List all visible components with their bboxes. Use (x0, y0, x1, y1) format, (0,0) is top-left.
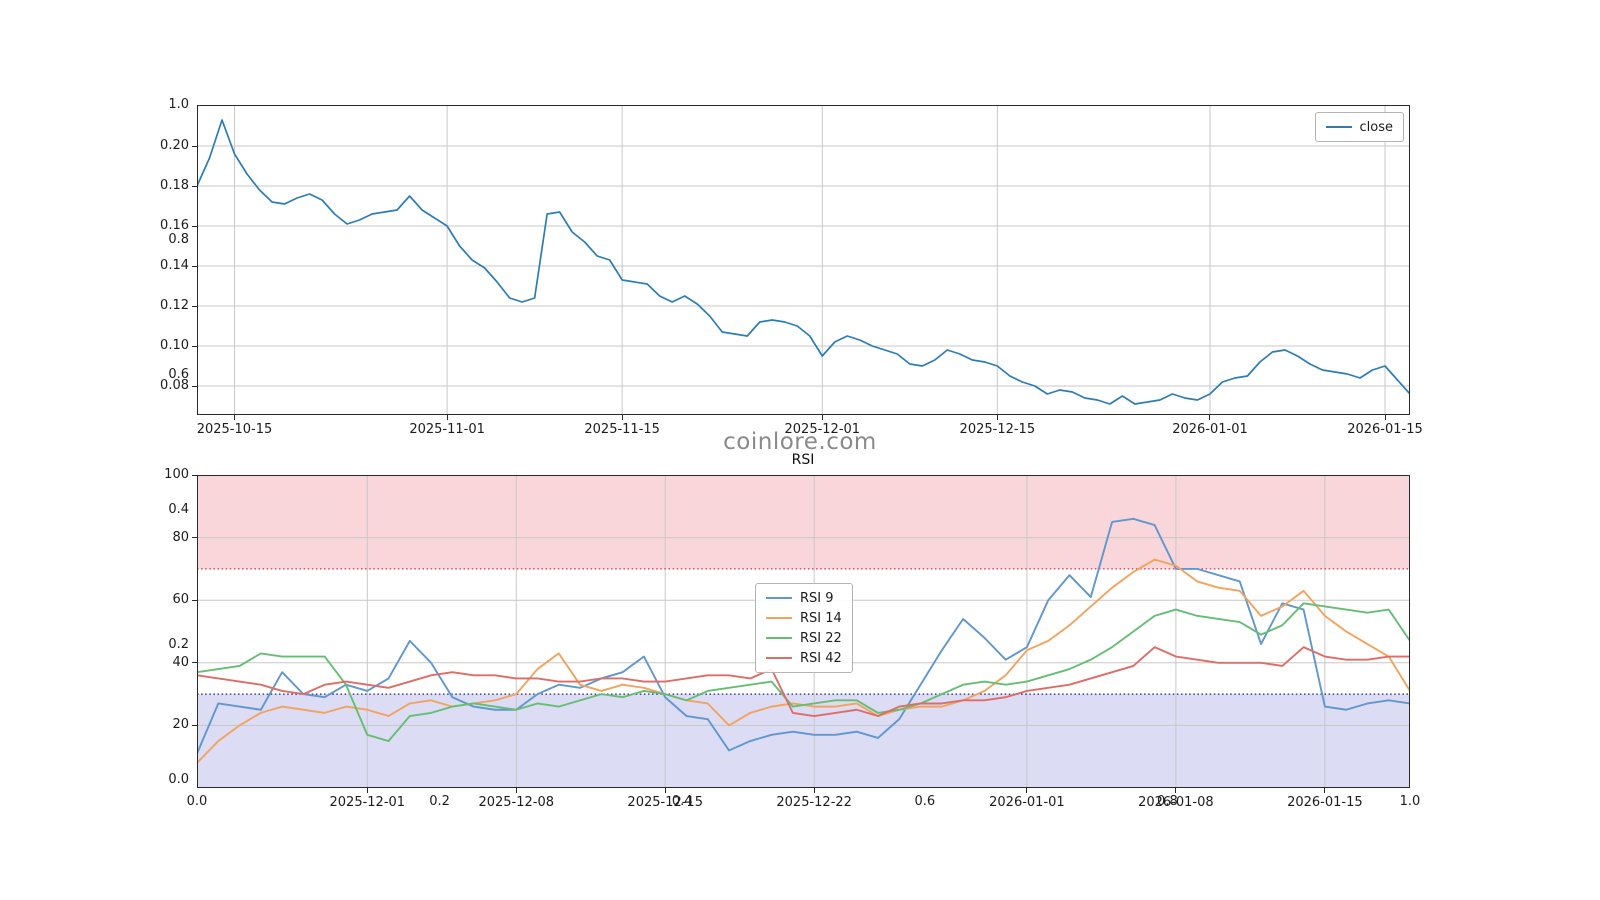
y-tick-label: 0.10 (160, 338, 189, 353)
y-tick-label: 0.16 (160, 218, 189, 233)
x-tick-label: 2025-12-01 (329, 795, 406, 810)
series-line-rsi-42 (197, 646, 1410, 717)
x-tick-label: 2025-12-15 (627, 795, 703, 810)
tick-mark (366, 788, 368, 793)
rsi-title: RSI (791, 452, 815, 468)
tick-mark (192, 145, 197, 147)
x-tick-label: 2025-12-15 (959, 422, 1036, 437)
overlay-y-tick-label: 0.2 (168, 637, 189, 652)
y-tick-label: 0.18 (160, 178, 189, 193)
tick-mark (996, 415, 998, 420)
price-legend: close (1314, 112, 1404, 142)
close-line-sample (1325, 126, 1352, 128)
legend-label: close (1359, 119, 1393, 135)
series-line-rsi-22 (197, 602, 1410, 742)
legend-label: RSI 42 (800, 650, 842, 666)
legend-label: RSI 14 (800, 610, 842, 626)
tick-mark (192, 385, 197, 387)
tick-mark (233, 415, 235, 420)
oversold-band (197, 694, 1410, 788)
axes-spines (197, 475, 1410, 788)
tick-mark (192, 537, 197, 539)
axes-spines (197, 105, 1410, 415)
y-tick-label: 0.12 (160, 298, 189, 313)
watermark: coinlore.com (723, 429, 877, 455)
tick-mark (192, 225, 197, 227)
tick-mark (664, 788, 666, 793)
y-tick-label: 0.14 (160, 258, 189, 273)
rsi42-line-sample (766, 657, 792, 659)
x-tick-label: 2026-01-15 (1347, 422, 1423, 437)
x-tick-label: 2026-01-01 (989, 795, 1065, 810)
rsi22-line-sample (766, 637, 792, 639)
tick-mark (1324, 788, 1326, 793)
panel-price-plot (197, 105, 1410, 415)
tick-mark (192, 599, 197, 601)
price-chart-panel: close (197, 105, 1410, 415)
tick-mark (813, 788, 815, 793)
y-tick-label: 60 (172, 592, 189, 608)
rsi-legend: RSI 9 RSI 14 RSI 22 RSI 42 (755, 583, 853, 673)
series-line-close (197, 119, 1410, 405)
overlay-x-tick-label: 0.4 (671, 794, 693, 809)
rsi9-line-sample (766, 597, 792, 599)
x-tick-label: 2025-11-15 (584, 422, 660, 437)
x-tick-label: 2025-12-08 (478, 795, 555, 810)
overlay-y-tick-label: 0.4 (168, 502, 189, 517)
tick-mark (192, 265, 197, 267)
tick-mark (1026, 788, 1028, 793)
rsi14-line-sample (766, 617, 792, 619)
tick-mark (1384, 415, 1386, 420)
x-tick-label: 2025-12-01 (784, 422, 861, 437)
tick-mark (515, 788, 517, 793)
x-tick-label: 2026-01-15 (1287, 795, 1363, 810)
tick-mark (192, 305, 197, 307)
x-tick-label: 2025-10-15 (196, 422, 273, 437)
overbought-band (197, 475, 1410, 569)
overlay-x-tick-label: 0.0 (186, 794, 208, 809)
y-tick-label: 80 (172, 529, 189, 545)
y-tick-label: 100 (164, 467, 189, 482)
overlay-x-tick-label: 1.0 (1399, 794, 1421, 809)
legend-label: RSI 22 (800, 630, 842, 646)
tick-mark (446, 415, 448, 420)
overlay-y-tick-label: 0.6 (168, 367, 189, 382)
overlay-y-tick-label: 0.8 (168, 232, 189, 247)
overlay-x-tick-label: 0.2 (429, 794, 450, 809)
legend-item: RSI 22 (766, 628, 842, 648)
overlay-y-tick-label: 1.0 (168, 97, 189, 112)
tick-mark (192, 345, 197, 347)
overlay-x-tick-label: 0.6 (914, 794, 936, 809)
tick-mark (192, 724, 197, 726)
tick-mark (1209, 415, 1211, 420)
tick-mark (821, 415, 823, 420)
overlay-x-tick-label: 0.8 (1157, 794, 1178, 809)
x-tick-label: 2025-12-22 (776, 795, 852, 810)
overlay-y-tick-label: 0.0 (168, 772, 189, 787)
legend-item: RSI 14 (766, 608, 842, 628)
x-tick-label: 2026-01-08 (1138, 795, 1214, 810)
x-tick-label: 2025-11-01 (409, 422, 485, 437)
tick-mark (192, 662, 197, 664)
y-tick-label: 0.08 (160, 378, 189, 393)
legend-item: close (1325, 117, 1393, 137)
tick-mark (192, 185, 197, 187)
y-tick-label: 20 (172, 717, 189, 733)
panel-rsi-plot (197, 475, 1410, 788)
y-tick-label: 40 (172, 654, 189, 670)
y-tick-label: 0.20 (160, 138, 189, 153)
rsi-chart-panel: RSI 9 RSI 14 RSI 22 RSI 42 (197, 475, 1410, 788)
x-tick-label: 2026-01-01 (1172, 422, 1248, 437)
tick-mark (192, 474, 197, 476)
series-line-rsi-9 (197, 517, 1410, 755)
tick-mark (621, 415, 623, 420)
legend-item: RSI 9 (766, 588, 842, 608)
legend-label: RSI 9 (800, 590, 834, 606)
tick-mark (1175, 788, 1177, 793)
legend-item: RSI 42 (766, 648, 842, 668)
